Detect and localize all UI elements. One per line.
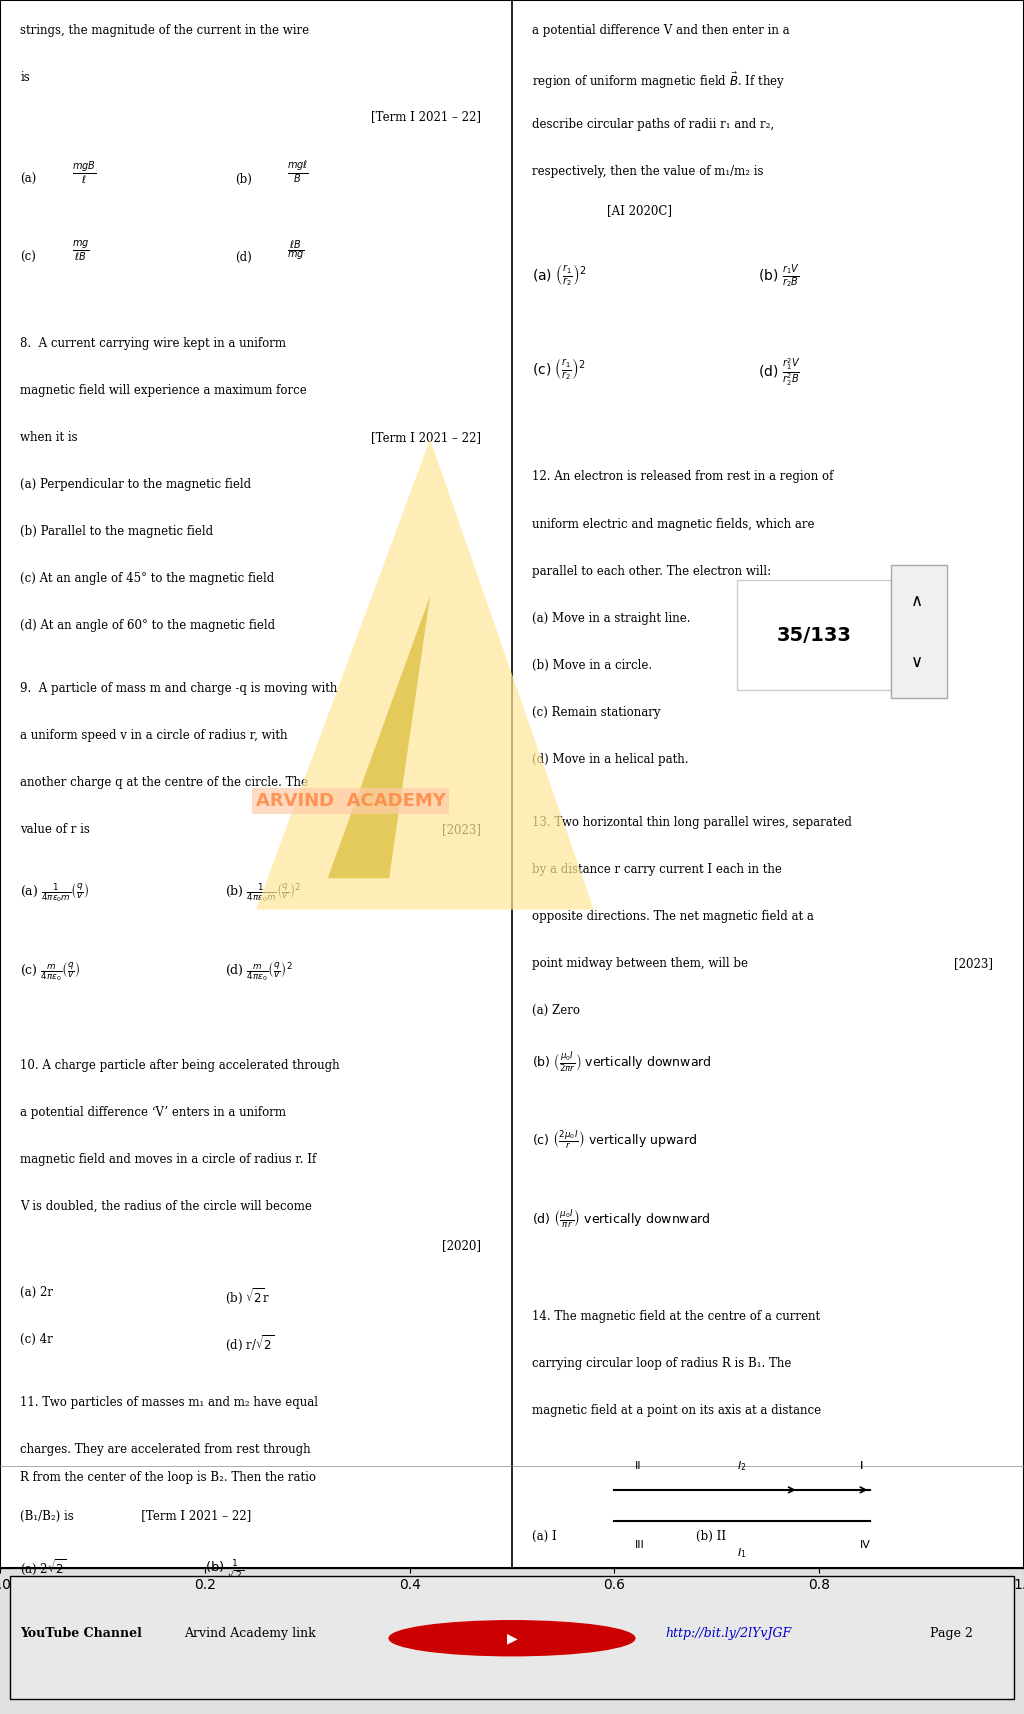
Text: 11. Two particles of masses m₁ and m₂ have equal: 11. Two particles of masses m₁ and m₂ ha… [20, 1395, 318, 1409]
Text: (a) $\frac{1}{4\pi\varepsilon_0 m}\left(\frac{q}{v}\right)$: (a) $\frac{1}{4\pi\varepsilon_0 m}\left(… [20, 881, 90, 905]
Text: magnetic field at a point on its axis at a distance: magnetic field at a point on its axis at… [532, 1404, 821, 1417]
Text: (B₁/B₂) is                  [Term I 2021 – 22]: (B₁/B₂) is [Term I 2021 – 22] [20, 1510, 252, 1524]
Text: 14. The magnetic field at the centre of a current: 14. The magnetic field at the centre of … [532, 1309, 820, 1323]
Text: carrying circular loop of radius R is B₁. The: carrying circular loop of radius R is B₁… [532, 1356, 792, 1369]
Bar [10, 1575, 1014, 1700]
Text: charges. They are accelerated from rest through: charges. They are accelerated from rest … [20, 1443, 311, 1455]
Text: [Term I 2021 – 22]: [Term I 2021 – 22] [372, 110, 481, 123]
Text: (d) At an angle of 60° to the magnetic field: (d) At an angle of 60° to the magnetic f… [20, 619, 275, 632]
Text: $\frac{mg}{\ell B}$: $\frac{mg}{\ell B}$ [72, 238, 89, 262]
Text: I: I [860, 1462, 863, 1471]
Text: 35/133: 35/133 [776, 626, 852, 644]
Text: value of r is: value of r is [20, 823, 90, 836]
Text: (c) $\left(\frac{2\mu_0 I}{r}\right)$ vertically upward: (c) $\left(\frac{2\mu_0 I}{r}\right)$ ve… [532, 1130, 698, 1152]
Text: (a) I: (a) I [532, 1531, 557, 1543]
Text: (c) $\left(\frac{r_1}{r_2}\right)^2$: (c) $\left(\frac{r_1}{r_2}\right)^2$ [532, 357, 586, 382]
Text: (a) 2$\sqrt{2}$: (a) 2$\sqrt{2}$ [20, 1558, 68, 1577]
Text: II: II [635, 1462, 641, 1471]
Text: (c) At an angle of 45° to the magnetic field: (c) At an angle of 45° to the magnetic f… [20, 572, 274, 586]
Text: (d) Move in a helical path.: (d) Move in a helical path. [532, 752, 689, 766]
Text: (a): (a) [20, 173, 37, 185]
Text: another charge q at the centre of the circle. The: another charge q at the centre of the ci… [20, 776, 308, 790]
Text: Page 2: Page 2 [930, 1627, 973, 1640]
Text: (b) $\frac{r_1 V}{r_2 B}$: (b) $\frac{r_1 V}{r_2 B}$ [758, 262, 800, 290]
Text: (b) $\frac{1}{\sqrt{2}}$: (b) $\frac{1}{\sqrt{2}}$ [205, 1558, 244, 1580]
Text: (a) $\left(\frac{r_1}{r_2}\right)^2$: (a) $\left(\frac{r_1}{r_2}\right)^2$ [532, 262, 587, 288]
Text: is: is [20, 70, 31, 84]
Text: $\frac{\ell B}{mg}$: $\frac{\ell B}{mg}$ [287, 238, 304, 262]
Text: (d) $\frac{r_1^2 V}{r_2^2 B}$: (d) $\frac{r_1^2 V}{r_2^2 B}$ [758, 357, 800, 387]
Text: a potential difference ‘V’ enters in a uniform: a potential difference ‘V’ enters in a u… [20, 1106, 287, 1119]
Text: a potential difference V and then enter in a: a potential difference V and then enter … [532, 24, 791, 36]
Polygon shape [256, 439, 594, 910]
Polygon shape [328, 596, 430, 878]
Text: 10. A charge particle after being accelerated through: 10. A charge particle after being accele… [20, 1059, 340, 1071]
Text: (a) Perpendicular to the magnetic field: (a) Perpendicular to the magnetic field [20, 478, 252, 492]
Text: ▶: ▶ [507, 1632, 517, 1645]
Text: http://bit.ly/2lYvJGF: http://bit.ly/2lYvJGF [666, 1627, 792, 1640]
Text: (b) $\frac{1}{4\pi\varepsilon_0 m}\left(\frac{q}{v}\right)^2$: (b) $\frac{1}{4\pi\varepsilon_0 m}\left(… [225, 881, 301, 905]
Text: (d) $\frac{m}{4\pi\varepsilon_0}\left(\frac{q}{v}\right)^2$: (d) $\frac{m}{4\pi\varepsilon_0}\left(\f… [225, 960, 293, 982]
Text: [AI 2020C]: [AI 2020C] [532, 204, 673, 218]
Text: magnetic field will experience a maximum force: magnetic field will experience a maximum… [20, 384, 307, 398]
Text: $\frac{mgB}{\ell}$: $\frac{mgB}{\ell}$ [72, 159, 96, 187]
Text: V is doubled, the radius of the circle will become: V is doubled, the radius of the circle w… [20, 1200, 312, 1214]
Text: region of uniform magnetic field $\vec{B}$. If they: region of uniform magnetic field $\vec{B… [532, 70, 785, 91]
Text: $\frac{mg\ell}{B}$: $\frac{mg\ell}{B}$ [287, 159, 308, 185]
Text: ∧: ∧ [910, 591, 923, 610]
Text: opposite directions. The net magnetic field at a: opposite directions. The net magnetic fi… [532, 910, 814, 922]
Text: III: III [635, 1539, 645, 1549]
Text: (c): (c) [20, 250, 37, 264]
Text: point midway between them, will be: point midway between them, will be [532, 956, 749, 970]
Text: a uniform speed v in a circle of radius r, with: a uniform speed v in a circle of radius … [20, 728, 288, 742]
Text: (b) $\left(\frac{\mu_0 I}{2\pi r}\right)$ vertically downward: (b) $\left(\frac{\mu_0 I}{2\pi r}\right)… [532, 1051, 713, 1075]
Text: (a) Zero: (a) Zero [532, 1004, 581, 1016]
Text: 13. Two horizontal thin long parallel wires, separated: 13. Two horizontal thin long parallel wi… [532, 816, 852, 828]
Text: [2020]: [2020] [442, 1239, 481, 1251]
Text: (a) 2r: (a) 2r [20, 1286, 53, 1299]
Text: [2023]: [2023] [954, 956, 993, 970]
Text: I: I [860, 1462, 863, 1471]
Bar [891, 564, 947, 698]
Text: (b): (b) [236, 173, 252, 185]
Text: (b) Parallel to the magnetic field: (b) Parallel to the magnetic field [20, 526, 214, 538]
Text: $I_1$: $I_1$ [737, 1546, 746, 1560]
Text: (b) Move in a circle.: (b) Move in a circle. [532, 658, 652, 672]
Text: 9.  A particle of mass m and charge -q is moving with: 9. A particle of mass m and charge -q is… [20, 682, 338, 696]
Text: (d): (d) [236, 250, 252, 264]
Text: (c) $\frac{m}{4\pi\varepsilon_0}\left(\frac{q}{v}\right)$: (c) $\frac{m}{4\pi\varepsilon_0}\left(\f… [20, 960, 81, 982]
Text: R from the center of the loop is B₂. Then the ratio: R from the center of the loop is B₂. The… [20, 1471, 316, 1484]
Text: by a distance r carry current I each in the: by a distance r carry current I each in … [532, 862, 782, 876]
Text: Arvind Academy link: Arvind Academy link [184, 1627, 316, 1640]
Circle shape [389, 1621, 635, 1656]
Text: (b) $\sqrt{2}$r: (b) $\sqrt{2}$r [225, 1286, 270, 1306]
Text: (b) II: (b) II [696, 1531, 726, 1543]
Text: magnetic field and moves in a circle of radius r. If: magnetic field and moves in a circle of … [20, 1154, 316, 1166]
Text: (c) 4r: (c) 4r [20, 1333, 53, 1345]
Text: strings, the magnitude of the current in the wire: strings, the magnitude of the current in… [20, 24, 309, 36]
Text: [2023]: [2023] [442, 823, 481, 836]
Text: parallel to each other. The electron will:: parallel to each other. The electron wil… [532, 564, 772, 578]
Text: 8.  A current carrying wire kept in a uniform: 8. A current carrying wire kept in a uni… [20, 338, 287, 350]
Text: when it is: when it is [20, 432, 78, 444]
Text: [Term I 2021 – 22]: [Term I 2021 – 22] [372, 432, 481, 444]
Text: YouTube Channel: YouTube Channel [20, 1627, 152, 1640]
Text: ARVIND  ACADEMY: ARVIND ACADEMY [256, 792, 445, 811]
Text: IV: IV [860, 1539, 871, 1549]
Text: describe circular paths of radii r₁ and r₂,: describe circular paths of radii r₁ and … [532, 118, 774, 130]
Text: ∨: ∨ [910, 653, 923, 670]
Text: (d) r/$\sqrt{2}$: (d) r/$\sqrt{2}$ [225, 1333, 274, 1352]
Text: uniform electric and magnetic fields, which are: uniform electric and magnetic fields, wh… [532, 518, 815, 531]
Text: (c) $\sqrt{2}$: (c) $\sqrt{2}$ [20, 1604, 59, 1625]
Text: (c) Remain stationary: (c) Remain stationary [532, 706, 660, 718]
Bar [737, 581, 891, 691]
Text: $I_2$: $I_2$ [737, 1459, 746, 1474]
Text: 12. An electron is released from rest in a region of: 12. An electron is released from rest in… [532, 471, 834, 483]
Text: (d) $\left(\frac{\mu_0 I}{\pi r}\right)$ vertically downward: (d) $\left(\frac{\mu_0 I}{\pi r}\right)$… [532, 1208, 712, 1231]
Text: (d) 2: (d) 2 [205, 1604, 232, 1618]
Text: (a) Move in a straight line.: (a) Move in a straight line. [532, 612, 691, 624]
Text: respectively, then the value of m₁/m₂ is: respectively, then the value of m₁/m₂ is [532, 165, 764, 178]
